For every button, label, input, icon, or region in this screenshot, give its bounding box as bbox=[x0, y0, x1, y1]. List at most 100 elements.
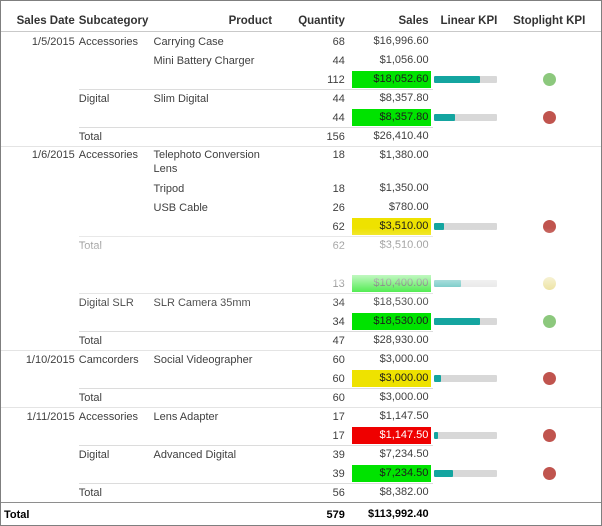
linear-kpi-cell bbox=[434, 318, 498, 325]
subtotal-row: 112 $18,052.60 bbox=[1, 70, 601, 89]
column-header-product: Product bbox=[228, 15, 273, 27]
quantity-cell: 68 bbox=[332, 35, 345, 48]
linear-kpi-track bbox=[434, 432, 498, 439]
product-cell: Advanced Digital bbox=[153, 448, 237, 461]
detail-row: Digital Advanced Digital 39 $7,234.50 bbox=[1, 445, 601, 464]
column-header-quantity: Quantity bbox=[298, 15, 345, 27]
linear-kpi-track bbox=[434, 223, 498, 230]
sales-cell: $8,357.80 bbox=[379, 92, 429, 104]
subcategory-cell: Camcorders bbox=[78, 353, 139, 366]
quantity-cell: 56 bbox=[332, 486, 345, 499]
quantity-cell: 17 bbox=[332, 429, 345, 442]
column-header-sales-date: Sales Date bbox=[16, 15, 75, 27]
linear-kpi-fill-bar bbox=[434, 280, 461, 287]
linear-kpi-cell bbox=[434, 76, 498, 83]
detail-row: 1/6/2015 Accessories Telephoto Conversion … bbox=[1, 146, 601, 179]
subcategory-cell: Total bbox=[78, 130, 102, 143]
linear-kpi-fill-bar bbox=[434, 223, 445, 230]
detail-row: 1/10/2015 Camcorders Social Videographer 60… bbox=[1, 350, 601, 369]
quantity-cell: 13 bbox=[332, 277, 345, 290]
sales-cell: $10,400.00 bbox=[351, 275, 432, 292]
subtotal-row: 39 $7,234.50 bbox=[1, 464, 601, 483]
column-header-subcategory: Subcategory bbox=[78, 15, 149, 27]
subtotal-row: 17 $1,147.50 bbox=[1, 426, 601, 445]
quantity-cell: 34 bbox=[332, 315, 345, 328]
detail-row: USB Cable 26 $780.00 bbox=[1, 198, 601, 217]
linear-kpi-track bbox=[434, 470, 498, 477]
sales-cell: $1,147.50 bbox=[351, 427, 432, 444]
quantity-cell: 39 bbox=[332, 448, 345, 461]
subtotal-row: 34 $18,530.00 bbox=[1, 312, 601, 331]
sales-date-cell: 1/11/2015 bbox=[26, 410, 75, 423]
column-header-sales: Sales bbox=[398, 15, 429, 27]
stoplight-kpi-cell bbox=[497, 315, 601, 328]
product-cell: Carrying Case bbox=[153, 35, 224, 48]
subcategory-cell: Digital bbox=[78, 448, 110, 461]
column-header-stoplight-kpi: Stoplight KPI bbox=[513, 15, 586, 27]
quantity-cell: 579 bbox=[326, 508, 345, 521]
quantity-cell: 39 bbox=[332, 467, 345, 480]
stoplight-red-dot-icon bbox=[542, 111, 556, 124]
detail-row: Digital SLR SLR Camera 35mm 34 $18,530.00 bbox=[1, 293, 601, 312]
subcategory-cell: Digital bbox=[78, 92, 110, 105]
detail-row: Mini Battery Charger 44 $1,056.00 bbox=[1, 51, 601, 70]
subcategory-cell: Accessories bbox=[78, 410, 139, 423]
linear-kpi-track bbox=[434, 76, 498, 83]
quantity-cell: 26 bbox=[332, 201, 345, 214]
stoplight-red-dot-icon bbox=[542, 467, 556, 480]
sales-cell: $1,350.00 bbox=[379, 182, 429, 194]
stoplight-green-dot-icon bbox=[542, 315, 556, 328]
sales-cell: $28,930.00 bbox=[373, 334, 429, 346]
faded-row bbox=[1, 255, 601, 274]
linear-kpi-cell bbox=[434, 470, 498, 477]
stoplight-kpi-cell bbox=[497, 277, 601, 290]
quantity-cell: 47 bbox=[332, 334, 345, 347]
subcategory-cell: Total bbox=[78, 486, 102, 499]
group-total-row: Total 56 $8,382.00 bbox=[1, 483, 601, 502]
subtotal-row: 62 $3,510.00 bbox=[1, 217, 601, 236]
detail-row: Tripod 18 $1,350.00 bbox=[1, 179, 601, 198]
sales-cell: $3,000.00 bbox=[351, 370, 432, 387]
quantity-cell: 17 bbox=[332, 410, 345, 423]
group-total-row: Total 60 $3,000.00 bbox=[1, 388, 601, 407]
quantity-cell: 156 bbox=[326, 130, 345, 143]
linear-kpi-fill-bar bbox=[434, 432, 438, 439]
stoplight-kpi-cell bbox=[497, 467, 601, 480]
stoplight-kpi-cell bbox=[497, 73, 601, 86]
sales-cell: $1,056.00 bbox=[379, 54, 429, 66]
subtotal-row: 60 $3,000.00 bbox=[1, 369, 601, 388]
detail-row: 1/11/2015 Accessories Lens Adapter 17 $1,147… bbox=[1, 407, 601, 426]
stoplight-yellow-dot-icon bbox=[542, 277, 556, 290]
quantity-cell: 60 bbox=[332, 391, 345, 404]
sales-cell: $8,382.00 bbox=[379, 486, 429, 498]
sales-cell: $3,510.00 bbox=[351, 218, 432, 235]
stoplight-green-dot-icon bbox=[542, 73, 556, 86]
sales-cell: $7,234.50 bbox=[351, 465, 432, 482]
product-cell: Lens Adapter bbox=[153, 410, 219, 423]
quantity-cell: 60 bbox=[332, 353, 345, 366]
product-cell: Telephoto Conversion Lens bbox=[153, 149, 260, 175]
linear-kpi-track bbox=[434, 318, 498, 325]
linear-kpi-cell bbox=[434, 432, 498, 439]
product-cell: USB Cable bbox=[153, 201, 208, 214]
sales-date-cell: 1/6/2015 bbox=[31, 149, 75, 161]
product-cell: SLR Camera 35mm bbox=[153, 296, 251, 309]
product-cell: Tripod bbox=[153, 182, 185, 195]
stoplight-kpi-cell bbox=[497, 220, 601, 233]
subcategory-cell: Total bbox=[78, 391, 102, 404]
stoplight-red-dot-icon bbox=[542, 429, 556, 442]
sales-cell: $18,052.60 bbox=[351, 71, 432, 88]
detail-row: 1/5/2015 Accessories Carrying Case 68 $16,99… bbox=[1, 32, 601, 51]
group-total-row: Total 47 $28,930.00 bbox=[1, 331, 601, 350]
table-body: 1/5/2015 Accessories Carrying Case 68 $16,99… bbox=[1, 32, 601, 525]
linear-kpi-fill-bar bbox=[434, 76, 480, 83]
sales-cell bbox=[352, 256, 432, 273]
sales-cell: $3,000.00 bbox=[379, 391, 429, 403]
quantity-cell: 44 bbox=[332, 92, 345, 105]
linear-kpi-track bbox=[434, 280, 498, 287]
group-total-row: Total 62 $3,510.00 bbox=[1, 236, 601, 255]
table-header-row: Sales Date Subcategory Product Quantity … bbox=[1, 1, 601, 32]
linear-kpi-fill-bar bbox=[434, 470, 453, 477]
subcategory-cell: Total bbox=[78, 239, 102, 252]
